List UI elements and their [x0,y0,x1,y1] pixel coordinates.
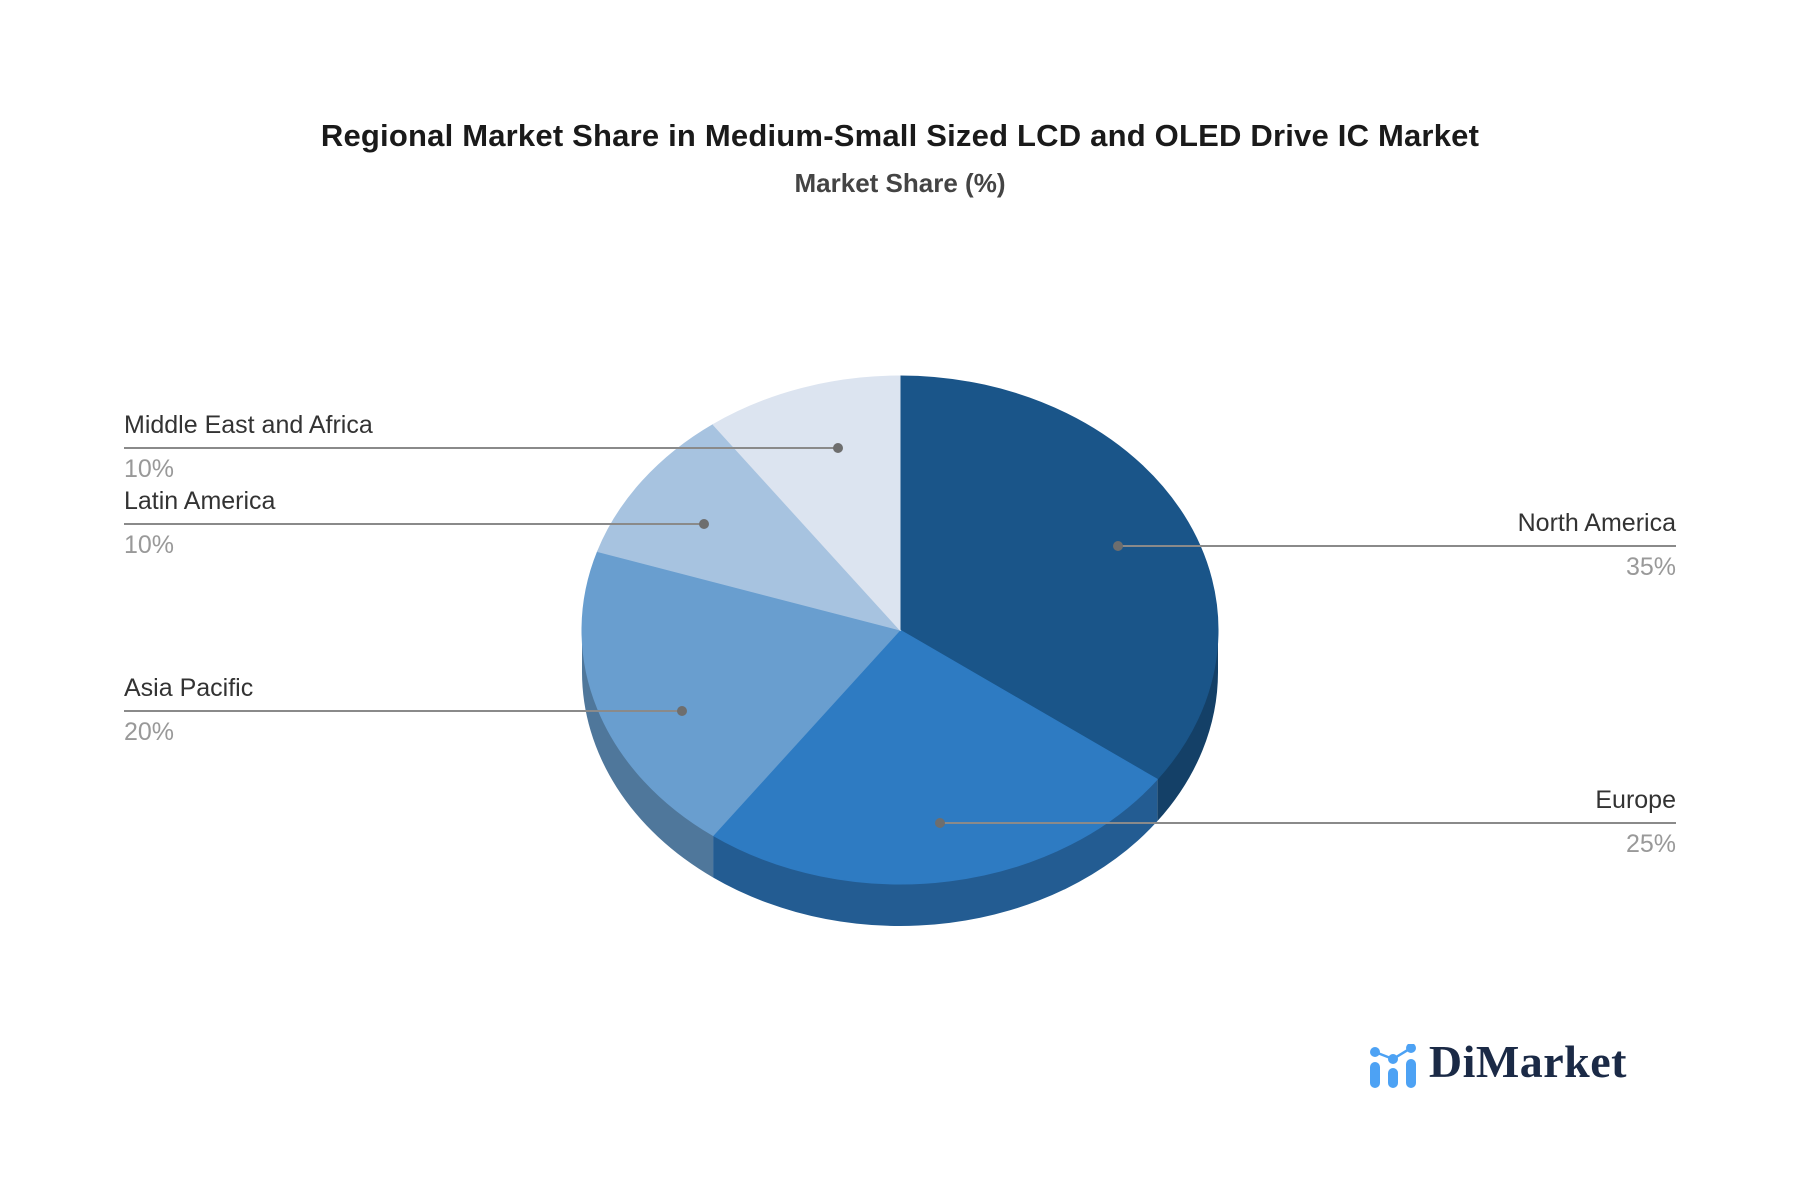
slice-value: 10% [124,455,175,483]
slice-name: North America [1517,509,1676,537]
slice-value: 10% [124,531,175,559]
slice-name: Europe [1595,786,1676,814]
slice-label-middle-east-and-africa: Middle East and Africa 10% [124,410,373,484]
slice-label-europe: Europe 25% [1595,785,1676,859]
slice-value: 35% [1625,553,1676,581]
bar-chart-logo-icon [1369,1044,1416,1088]
chart-title: Regional Market Share in Medium-Small Si… [320,118,1480,153]
logo-text: DiMarket [1428,1036,1627,1087]
slice-label-north-america: North America 35% [1518,508,1676,582]
slice-name: Latin America [124,487,276,515]
slice-value: 20% [124,718,175,746]
slice-label-latin-america: Latin America 10% [124,486,275,560]
slice-value: 25% [1625,830,1676,858]
dimarket-logo: DiMarket [1369,1036,1627,1088]
slice-name: Asia Pacific [124,674,254,702]
chart-subtitle: Market Share (%) [794,168,1006,198]
slice-name: Middle East and Africa [124,411,373,439]
slice-label-asia-pacific: Asia Pacific 20% [124,673,253,747]
